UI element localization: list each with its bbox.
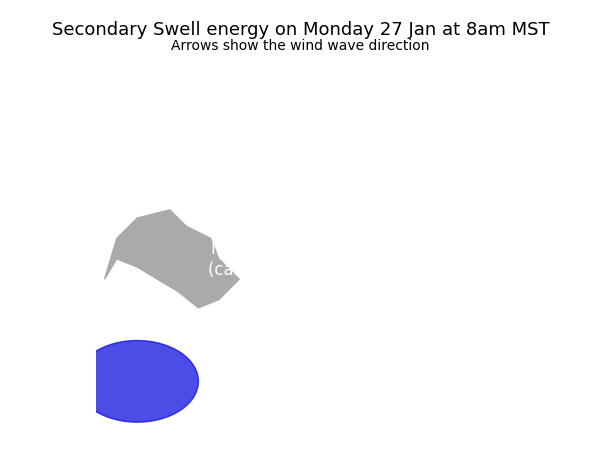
Polygon shape <box>105 210 239 308</box>
Text: Map data unavailable
(cartopy not installed): Map data unavailable (cartopy not instal… <box>209 240 392 279</box>
Ellipse shape <box>76 341 198 422</box>
Text: Arrows show the wind wave direction: Arrows show the wind wave direction <box>171 39 430 53</box>
Text: Secondary Swell energy on Monday 27 Jan at 8am MST: Secondary Swell energy on Monday 27 Jan … <box>52 21 549 39</box>
